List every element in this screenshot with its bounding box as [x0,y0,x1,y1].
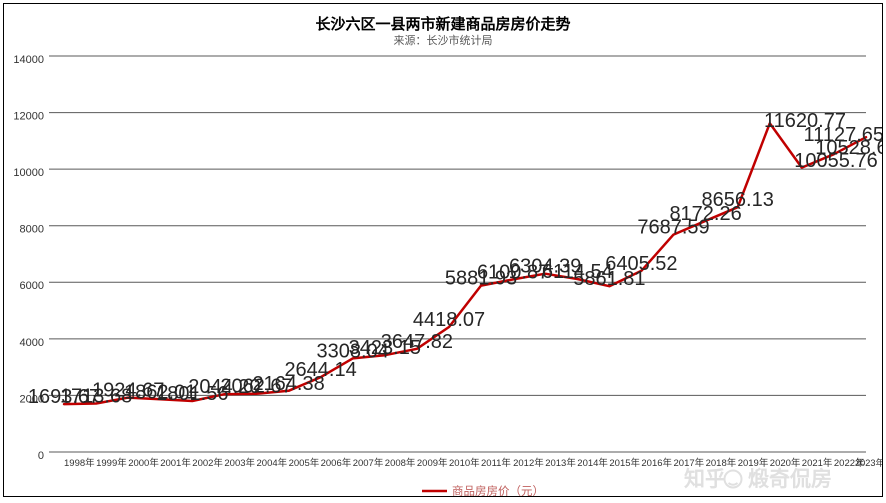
svg-text:2000年: 2000年 [128,457,159,469]
svg-text:煅奇侃房: 煅奇侃房 [748,467,832,491]
svg-text:2005年: 2005年 [289,457,320,469]
svg-text:2010年: 2010年 [449,457,480,469]
svg-text:商品房房价（元）: 商品房房价（元） [452,484,544,497]
svg-text:2008年: 2008年 [385,457,416,469]
svg-text:知乎: 知乎 [684,467,726,491]
svg-text:6405.52: 6405.52 [605,253,677,275]
svg-text:4418.07: 4418.07 [413,309,485,331]
svg-text:4000: 4000 [20,337,44,349]
svg-text:8656.13: 8656.13 [702,189,774,211]
svg-text:2644.14: 2644.14 [284,359,356,381]
svg-text:2009年: 2009年 [417,457,448,469]
svg-text:11127.65: 11127.65 [804,124,883,146]
svg-text:3647.82: 3647.82 [381,331,453,353]
svg-text:2011年: 2011年 [481,457,511,469]
svg-text:1998年: 1998年 [64,457,95,469]
svg-text:2012年: 2012年 [513,457,544,469]
svg-text:1999年: 1999年 [96,457,127,469]
svg-text:10000: 10000 [13,167,44,179]
svg-text:8000: 8000 [20,224,44,236]
svg-text:2003年: 2003年 [224,457,255,469]
svg-text:2007年: 2007年 [353,457,384,469]
svg-text:2016年: 2016年 [641,457,672,469]
svg-text:2014年: 2014年 [577,457,608,469]
svg-text:2001年: 2001年 [160,457,191,469]
svg-text:6000: 6000 [20,280,44,292]
svg-text:12000: 12000 [13,111,44,123]
svg-text:2013年: 2013年 [545,457,576,469]
svg-text:2015年: 2015年 [609,457,640,469]
svg-text:2023年: 2023年 [855,457,883,468]
svg-text:0: 0 [38,450,44,462]
svg-text:2002年: 2002年 [192,457,223,469]
svg-text:2006年: 2006年 [321,457,352,469]
svg-text:14000: 14000 [13,54,44,66]
svg-text:2004年: 2004年 [257,457,288,469]
